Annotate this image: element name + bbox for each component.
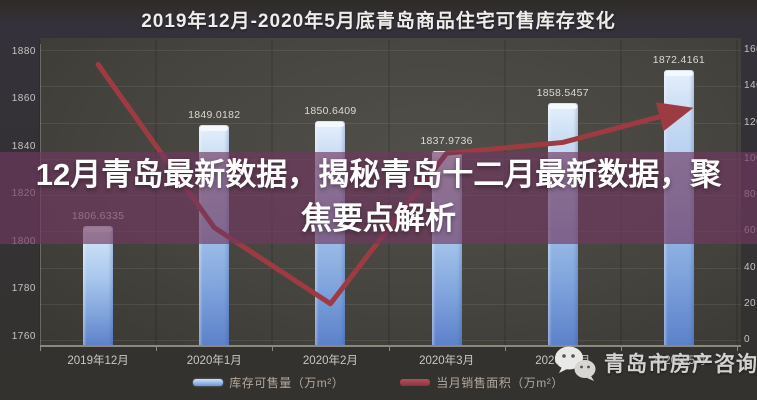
x-axis-line (40, 345, 741, 347)
bar-value-label: 1849.0182 (188, 109, 241, 122)
x-axis-tick (388, 347, 390, 351)
right-axis-tick-label: 120 (744, 116, 757, 128)
sales-swatch-icon (400, 379, 431, 386)
gridline (40, 303, 741, 305)
right-axis-tick-label: 20 (744, 297, 757, 309)
inventory-swatch-icon (193, 379, 224, 386)
x-axis-category-label: 2020年1月 (186, 355, 242, 367)
bar-value-label: 1837.9736 (420, 135, 473, 148)
legend-label-inventory: 库存可售量（万m²） (229, 376, 345, 390)
right-axis-tick-label: 0 (744, 334, 751, 345)
left-axis-tick-label: 1880 (11, 45, 36, 57)
left-axis-tick-label: 1840 (11, 140, 36, 152)
bar-value-label: 1850.6409 (304, 105, 357, 118)
left-axis-tick-label: 1780 (11, 283, 36, 295)
gridline (40, 122, 741, 124)
wechat-icon (555, 346, 596, 381)
x-axis-tick (272, 347, 274, 351)
x-axis-tick (40, 347, 41, 351)
headline-text: 12月青岛最新数据，揭秘青岛十二月最新数据，聚 焦要点解析 (0, 153, 757, 241)
gridline (40, 267, 741, 269)
chart-title: 2019年12月-2020年5月底青岛商品住宅可售库存变化 (141, 11, 616, 32)
left-axis-tick-label: 1760 (11, 330, 36, 342)
x-axis-tick (504, 347, 506, 351)
x-axis-tick (737, 347, 738, 351)
right-axis-tick-label: 160 (744, 44, 757, 55)
legend-label-sales: 当月销售面积（万m²） (436, 376, 564, 390)
legend-item-sales: 当月销售面积（万m²） (400, 374, 564, 391)
legend-item-inventory: 库存可售量（万m²） (193, 374, 344, 391)
left-axis-tick-label: 1860 (11, 93, 36, 105)
gridline (40, 50, 741, 51)
x-axis-tick (156, 347, 158, 351)
bar-value-label: 1872.4161 (652, 53, 706, 66)
headline-line1: 12月青岛最新数据，揭秘青岛十二月最新数据，聚 (35, 157, 722, 192)
headline-line2: 焦要点解析 (301, 201, 456, 236)
x-axis-category-label: 2019年12月 (67, 355, 129, 367)
x-axis-category-label: 2020年2月 (302, 355, 358, 367)
right-axis-tick-label: 40 (744, 261, 757, 273)
x-axis-category-label: 2020年3月 (419, 355, 475, 367)
watermark-text: 青岛市房产咨询 (604, 353, 757, 376)
chart-legend: 库存可售量（万m²） 当月销售面积（万m²） (0, 374, 757, 391)
gridline (40, 86, 741, 88)
right-axis-tick-label: 140 (744, 80, 757, 92)
watermark: 青岛市房产咨询 (552, 344, 757, 382)
bar-value-label: 1858.5457 (536, 86, 589, 99)
x-axis-category-label: 2020年5月 (651, 355, 707, 367)
x-axis-tick (620, 347, 622, 351)
gridline (40, 340, 741, 341)
